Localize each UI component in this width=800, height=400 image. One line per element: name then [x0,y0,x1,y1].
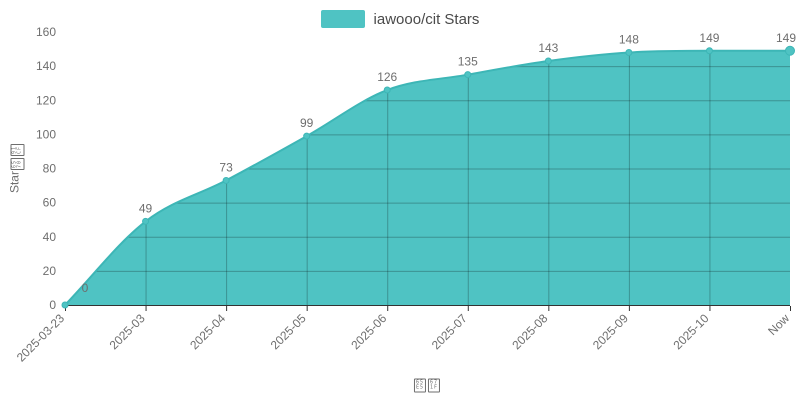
y-tick-label: 140 [36,59,56,73]
y-tick-label: 40 [43,230,57,244]
data-label: 148 [619,32,639,46]
data-point[interactable] [303,132,311,140]
x-tick-label[interactable]: Now [765,311,792,338]
area-fill [65,50,790,305]
data-point[interactable] [222,176,230,184]
legend[interactable]: iawooo/cit Stars [0,8,800,30]
missing-glyph-box: 67 1F [428,378,441,393]
y-tick-label: 100 [36,127,56,141]
data-label: 126 [377,70,397,84]
y-tick-label: 120 [36,93,56,107]
series-line [64,49,790,306]
data-label: 149 [776,31,796,45]
x-tick-label[interactable]: 2025-03-23 [14,311,68,365]
legend-label: iawooo/cit Stars [373,10,480,28]
y-tick-label: 0 [49,298,56,312]
x-tick-label[interactable]: 2025-04 [187,311,228,352]
data-label: 149 [699,31,719,45]
x-tick-label[interactable]: 2025-05 [268,311,309,352]
data-label: 143 [538,41,558,55]
y-tick-label: 160 [36,25,56,39]
data-label: 49 [139,201,153,215]
y-tick-label: 20 [43,264,57,278]
data-label: 0 [82,281,89,295]
x-tick-label[interactable]: 2025-10 [671,311,712,352]
data-point[interactable] [705,47,713,55]
data-point[interactable] [142,217,150,225]
data-point[interactable] [544,57,552,65]
data-point[interactable] [383,86,391,94]
data-point[interactable] [625,48,633,56]
x-tick-label[interactable]: 2025-08 [509,311,550,352]
y-tick-label: 80 [43,162,57,176]
data-label: 73 [219,160,233,174]
x-tick-label[interactable]: 2025-06 [348,311,389,352]
x-axis-title: 65 E5 67 1F [413,376,441,393]
data-label: 135 [458,55,478,69]
x-tick-label[interactable]: 2025-03 [107,311,148,352]
data-point[interactable] [61,301,69,309]
x-tick-label[interactable]: 2025-09 [590,311,631,352]
y-tick-label: 60 [43,196,57,210]
data-point[interactable] [785,45,795,56]
data-point[interactable] [464,71,472,79]
legend-swatch [320,10,365,28]
x-tick-label[interactable]: 2025-07 [429,311,470,352]
data-label: 99 [300,116,314,130]
missing-glyph-box: 65 E5 [413,378,426,393]
